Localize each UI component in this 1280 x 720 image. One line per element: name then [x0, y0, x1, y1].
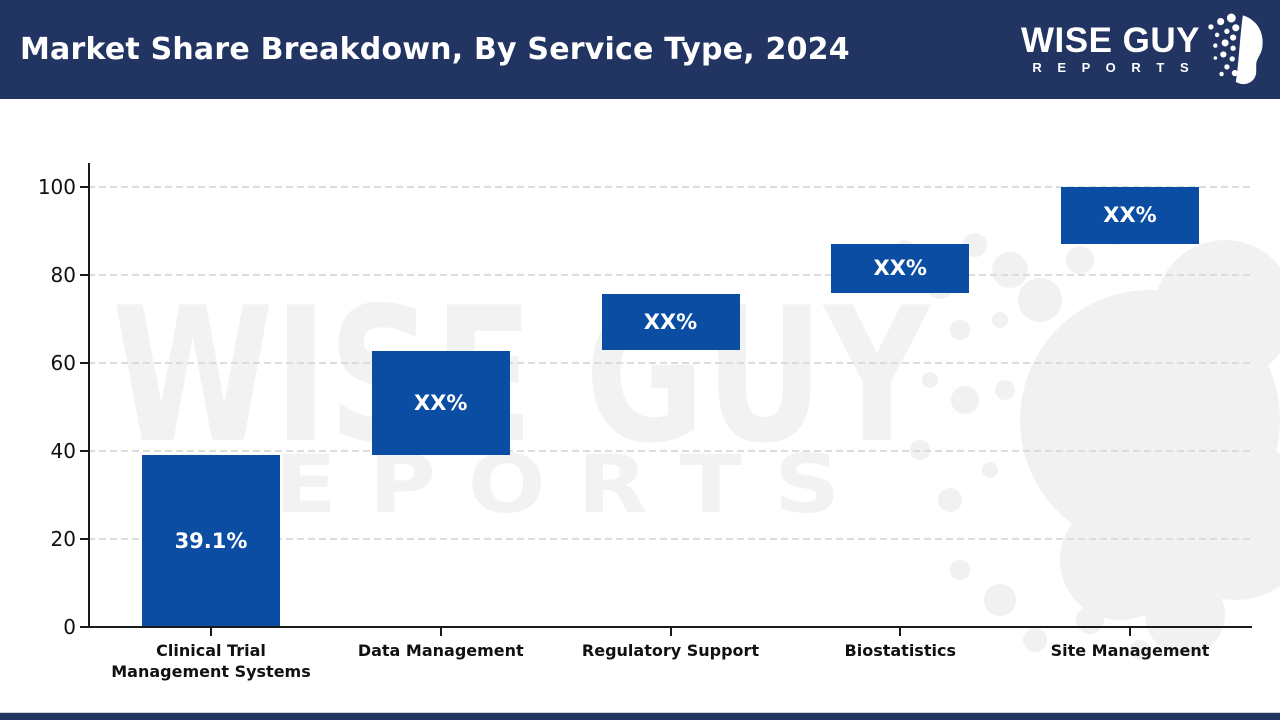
logo-wordmark: WISE GUY R E P O R T S: [1020, 21, 1200, 75]
y-axis-tick: [80, 273, 88, 276]
x-axis-tick: [439, 628, 442, 636]
gridline: [88, 361, 1252, 364]
y-axis-tick: [80, 626, 88, 628]
y-axis-tick: [80, 449, 88, 452]
y-axis-tick-label: 20: [50, 526, 76, 551]
gridline: [88, 273, 1252, 276]
x-axis-tick: [669, 628, 672, 636]
page-title: Market Share Breakdown, By Service Type,…: [20, 32, 850, 67]
x-axis-line: [88, 626, 1252, 628]
y-axis-tick-label: 0: [63, 615, 76, 639]
bar-value-label: XX%: [1103, 203, 1157, 228]
bar-value-label: 39.1%: [174, 528, 248, 553]
x-axis-category-label: Biostatistics: [844, 641, 956, 660]
gridline: [88, 449, 1252, 452]
x-axis-tick: [899, 628, 902, 636]
brand-logo: WISE GUY R E P O R T S: [1021, 12, 1280, 88]
bar-segment: XX%: [831, 243, 970, 293]
y-axis-tick: [80, 537, 88, 540]
gridline: [88, 537, 1252, 540]
x-axis-category-label: Regulatory Support: [581, 641, 760, 660]
x-axis-tick: [1129, 628, 1131, 636]
bar-segment: XX%: [601, 293, 740, 351]
x-axis-category-label: Data Management: [357, 641, 524, 660]
y-axis-tick-label: 80: [50, 262, 76, 287]
y-axis-line: [88, 163, 90, 628]
x-axis-tick: [210, 628, 212, 636]
x-axis-category-label: Clinical Trial Management Systems: [111, 641, 311, 681]
bar-segment: 39.1%: [142, 454, 280, 627]
bar-segment: XX%: [1061, 186, 1199, 244]
y-axis-tick: [80, 361, 88, 364]
y-axis-tick: [80, 185, 88, 188]
logo-head-icon: [1208, 13, 1263, 84]
bar-value-label: XX%: [414, 390, 468, 415]
logo-wordmark-line1: WISE GUY: [1020, 21, 1200, 60]
logo-wordmark-line2: R E P O R T S: [1032, 60, 1195, 75]
header-band: Market Share Breakdown, By Service Type,…: [0, 0, 1280, 99]
y-axis-tick-label: 100: [37, 174, 76, 199]
bar-segment: XX%: [371, 350, 510, 455]
x-axis-category-label: Site Management: [1050, 641, 1210, 660]
footer-band: [0, 712, 1280, 720]
bar-value-label: XX%: [643, 309, 698, 334]
y-axis-tick-label: 60: [50, 350, 76, 375]
gridline: [88, 185, 1252, 188]
y-axis-tick-label: 40: [50, 438, 76, 463]
bar-value-label: XX%: [873, 256, 927, 281]
